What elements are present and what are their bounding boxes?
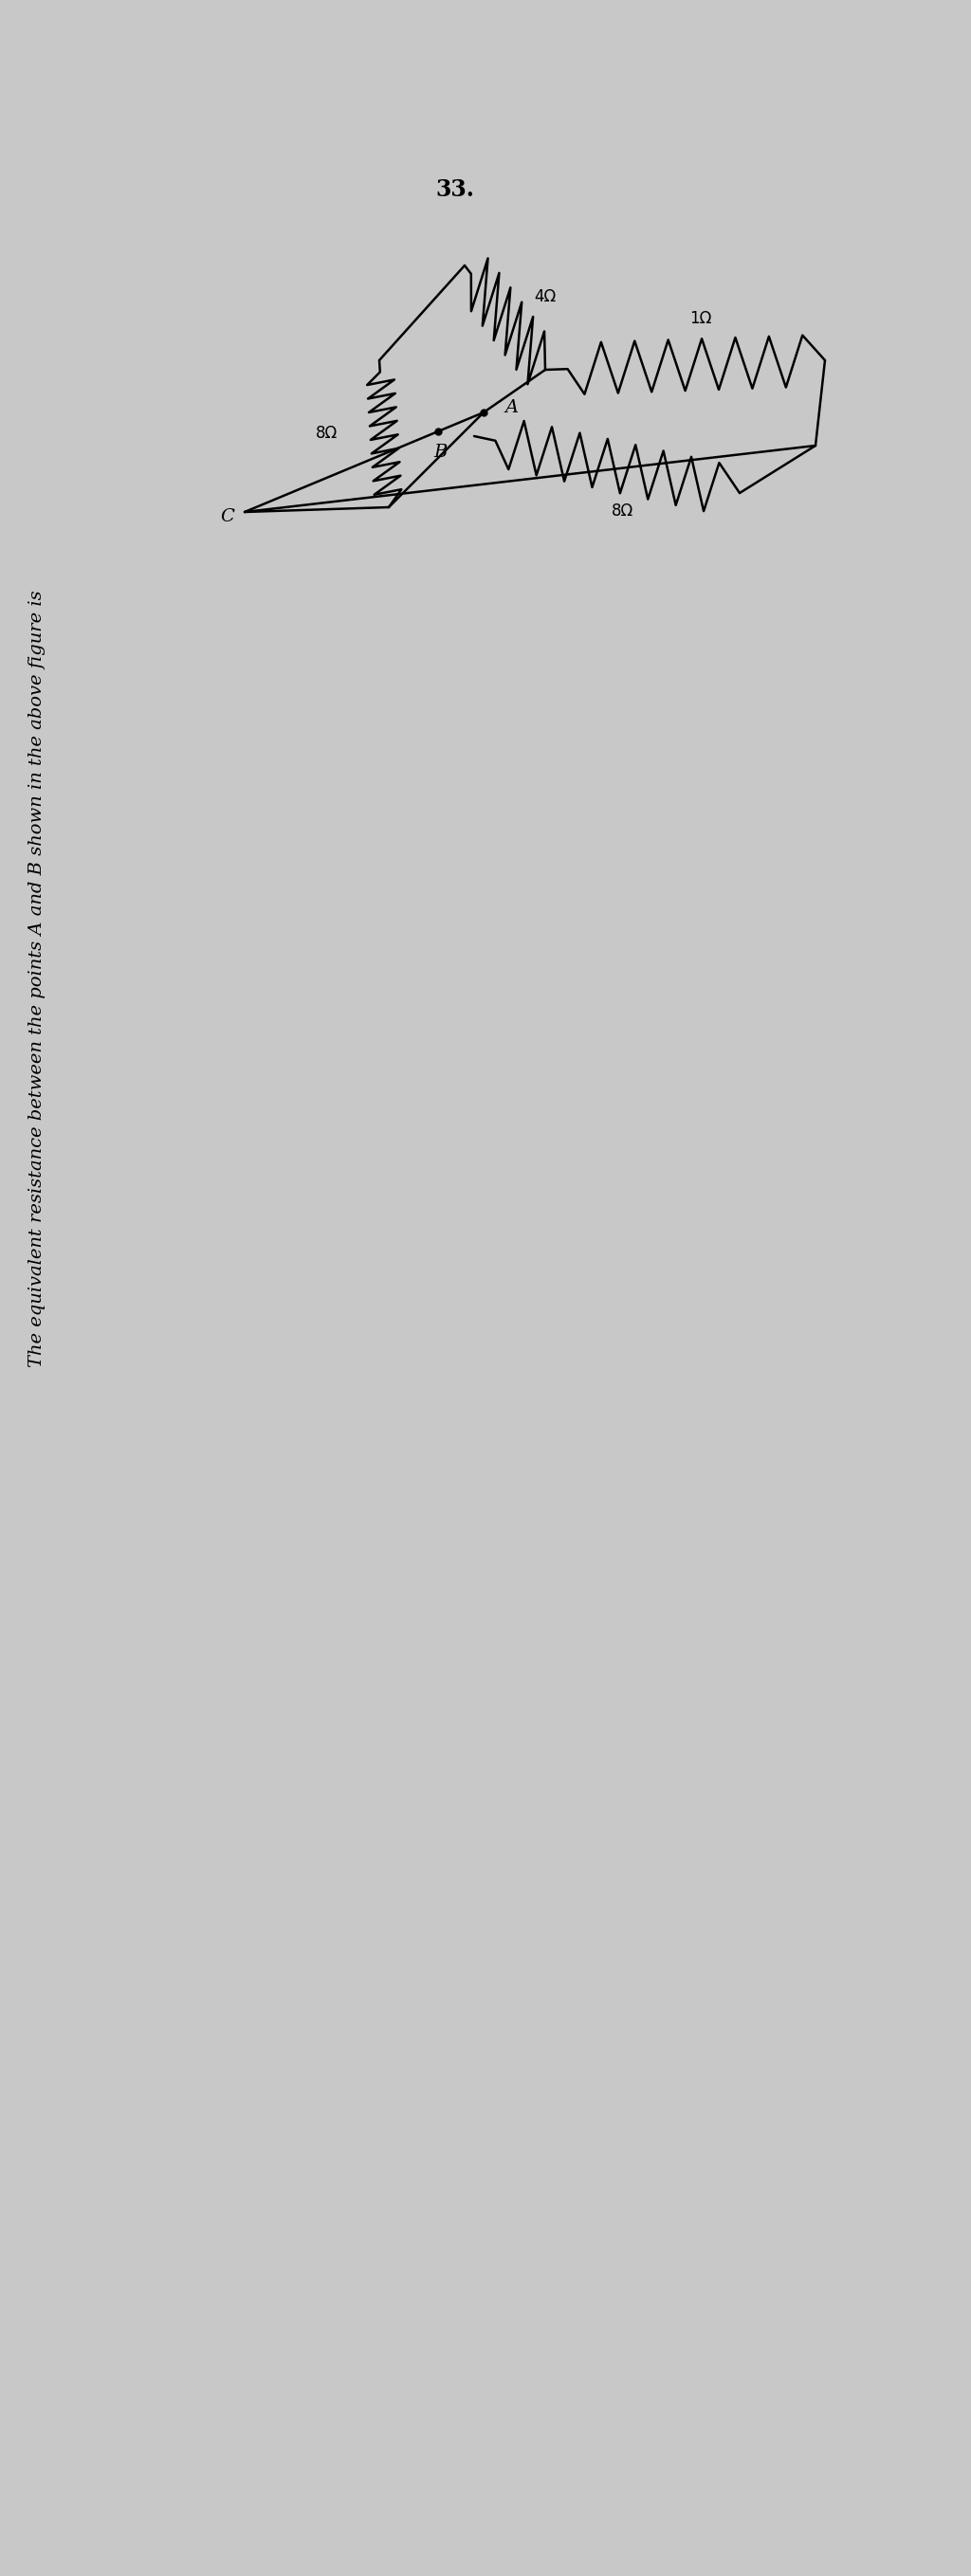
Text: A: A [505,399,519,415]
Text: 8Ω: 8Ω [317,425,338,443]
Text: 4Ω: 4Ω [534,289,556,307]
Text: C: C [220,507,234,526]
Text: 33.: 33. [436,178,475,201]
Text: 8Ω: 8Ω [612,502,634,520]
Text: The equivalent resistance between the points A and B shown in the above figure i: The equivalent resistance between the po… [28,590,46,1368]
Text: B: B [433,443,447,461]
Text: 1Ω: 1Ω [690,309,712,327]
